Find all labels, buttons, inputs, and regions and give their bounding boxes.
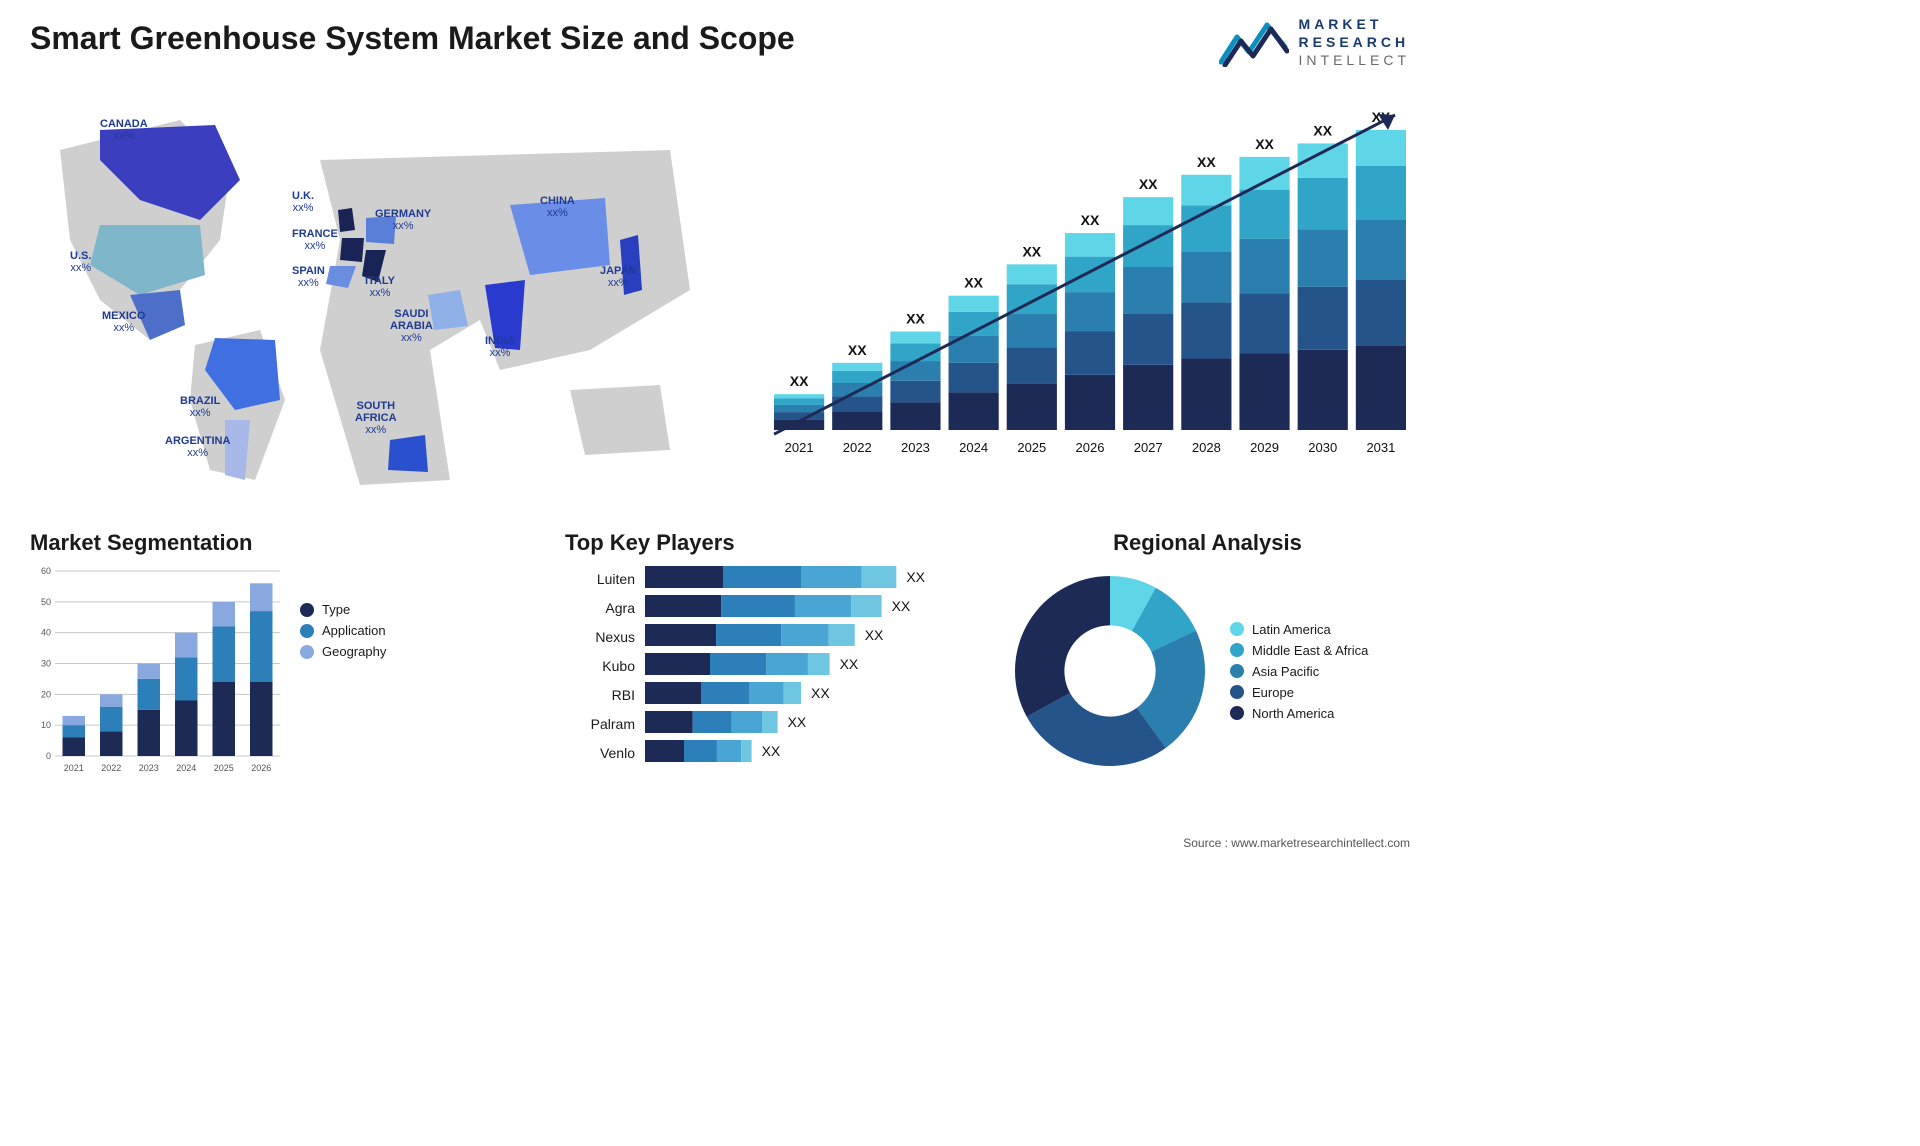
svg-text:0: 0: [46, 751, 51, 761]
svg-text:2022: 2022: [101, 763, 121, 773]
svg-text:XX: XX: [788, 714, 807, 730]
map-label: U.K.xx%: [292, 190, 314, 214]
svg-text:2030: 2030: [1308, 440, 1337, 455]
legend-item: Geography: [300, 644, 386, 659]
legend-item: Latin America: [1230, 622, 1368, 637]
svg-text:2022: 2022: [843, 440, 872, 455]
svg-text:XX: XX: [1197, 154, 1216, 170]
page-title: Smart Greenhouse System Market Size and …: [30, 20, 795, 57]
svg-text:XX: XX: [790, 373, 809, 389]
svg-text:2029: 2029: [1250, 440, 1279, 455]
svg-text:2023: 2023: [901, 440, 930, 455]
map-label: GERMANYxx%: [375, 208, 431, 232]
regional-title: Regional Analysis: [1005, 530, 1410, 556]
map-label: ITALYxx%: [365, 275, 395, 299]
world-map: CANADAxx% U.S.xx% MEXICOxx% BRAZILxx% ARGENT…: [30, 90, 710, 490]
regional-legend: Latin America Middle East & Africa Asia Pa…: [1230, 616, 1368, 727]
svg-text:XX: XX: [1255, 136, 1274, 152]
keyplayers-names: LuitenAgraNexusKuboRBIPalramVenlo: [565, 566, 635, 776]
legend-item: Middle East & Africa: [1230, 643, 1368, 658]
map-label: U.S.xx%: [70, 250, 91, 274]
map-label: SPAINxx%: [292, 265, 325, 289]
svg-text:XX: XX: [906, 569, 925, 585]
segmentation-section: Market Segmentation 0 10 20 30 40 50 60 2021 202…: [30, 530, 540, 790]
map-label: JAPANxx%: [600, 265, 636, 289]
player-name: RBI: [565, 684, 635, 713]
map-label: INDIAxx%: [485, 335, 515, 359]
svg-text:XX: XX: [1081, 212, 1100, 228]
svg-text:XX: XX: [892, 598, 911, 614]
map-label: CANADAxx%: [100, 118, 148, 142]
svg-text:50: 50: [41, 597, 51, 607]
regional-section: Regional Analysis Latin America Middle Ea…: [1005, 530, 1410, 790]
svg-text:2026: 2026: [251, 763, 271, 773]
logo-mark-icon: [1219, 17, 1289, 67]
map-label: BRAZILxx%: [180, 395, 220, 419]
svg-text:XX: XX: [811, 685, 830, 701]
svg-text:XX: XX: [906, 310, 925, 326]
growth-bar-chart: XX 2021 XX 2022 XX 2023 XX 2024 XX 2025 XX 2026 XX 20…: [770, 100, 1410, 460]
source-credit: Source : www.marketresearchintellect.com: [1183, 836, 1410, 850]
svg-text:10: 10: [41, 720, 51, 730]
svg-text:XX: XX: [1022, 243, 1041, 259]
segmentation-title: Market Segmentation: [30, 530, 540, 556]
segmentation-chart: 0 10 20 30 40 50 60 2021 2022 2023 2024 2025 2026: [30, 566, 280, 776]
player-name: Nexus: [565, 626, 635, 655]
regional-donut: [1005, 566, 1215, 776]
svg-text:XX: XX: [840, 656, 859, 672]
map-label: SAUDIARABIAxx%: [390, 308, 433, 344]
player-name: Venlo: [565, 742, 635, 771]
svg-text:30: 30: [41, 659, 51, 669]
svg-text:2028: 2028: [1192, 440, 1221, 455]
legend-item: North America: [1230, 706, 1368, 721]
svg-text:XX: XX: [848, 342, 867, 358]
keyplayers-chart: XXXXXXXXXXXXXX: [645, 566, 975, 776]
svg-text:2025: 2025: [1017, 440, 1046, 455]
svg-text:XX: XX: [1139, 176, 1158, 192]
legend-item: Europe: [1230, 685, 1368, 700]
map-label: ARGENTINAxx%: [165, 435, 230, 459]
svg-text:XX: XX: [964, 275, 983, 291]
svg-text:XX: XX: [762, 743, 781, 759]
logo-text: MARKET RESEARCH INTELLECT: [1299, 15, 1410, 70]
svg-text:2024: 2024: [959, 440, 988, 455]
svg-text:20: 20: [41, 689, 51, 699]
legend-item: Type: [300, 602, 386, 617]
brand-logo: MARKET RESEARCH INTELLECT: [1219, 15, 1410, 70]
svg-text:2024: 2024: [176, 763, 196, 773]
map-label: MEXICOxx%: [102, 310, 145, 334]
segmentation-legend: Type Application Geography: [300, 566, 386, 776]
svg-text:2021: 2021: [785, 440, 814, 455]
keyplayers-section: Top Key Players LuitenAgraNexusKuboRBIPa…: [565, 530, 985, 790]
player-name: Palram: [565, 713, 635, 742]
svg-text:2026: 2026: [1076, 440, 1105, 455]
map-label: FRANCExx%: [292, 228, 338, 252]
svg-text:60: 60: [41, 566, 51, 576]
svg-text:2025: 2025: [214, 763, 234, 773]
svg-text:2023: 2023: [139, 763, 159, 773]
svg-text:2021: 2021: [64, 763, 84, 773]
legend-item: Asia Pacific: [1230, 664, 1368, 679]
player-name: Agra: [565, 597, 635, 626]
legend-item: Application: [300, 623, 386, 638]
player-name: Luiten: [565, 568, 635, 597]
svg-text:40: 40: [41, 628, 51, 638]
map-label: SOUTHAFRICAxx%: [355, 400, 397, 436]
svg-text:2027: 2027: [1134, 440, 1163, 455]
svg-text:XX: XX: [865, 627, 884, 643]
keyplayers-title: Top Key Players: [565, 530, 985, 556]
svg-text:2031: 2031: [1366, 440, 1395, 455]
player-name: Kubo: [565, 655, 635, 684]
svg-text:XX: XX: [1313, 122, 1332, 138]
map-label: CHINAxx%: [540, 195, 575, 219]
